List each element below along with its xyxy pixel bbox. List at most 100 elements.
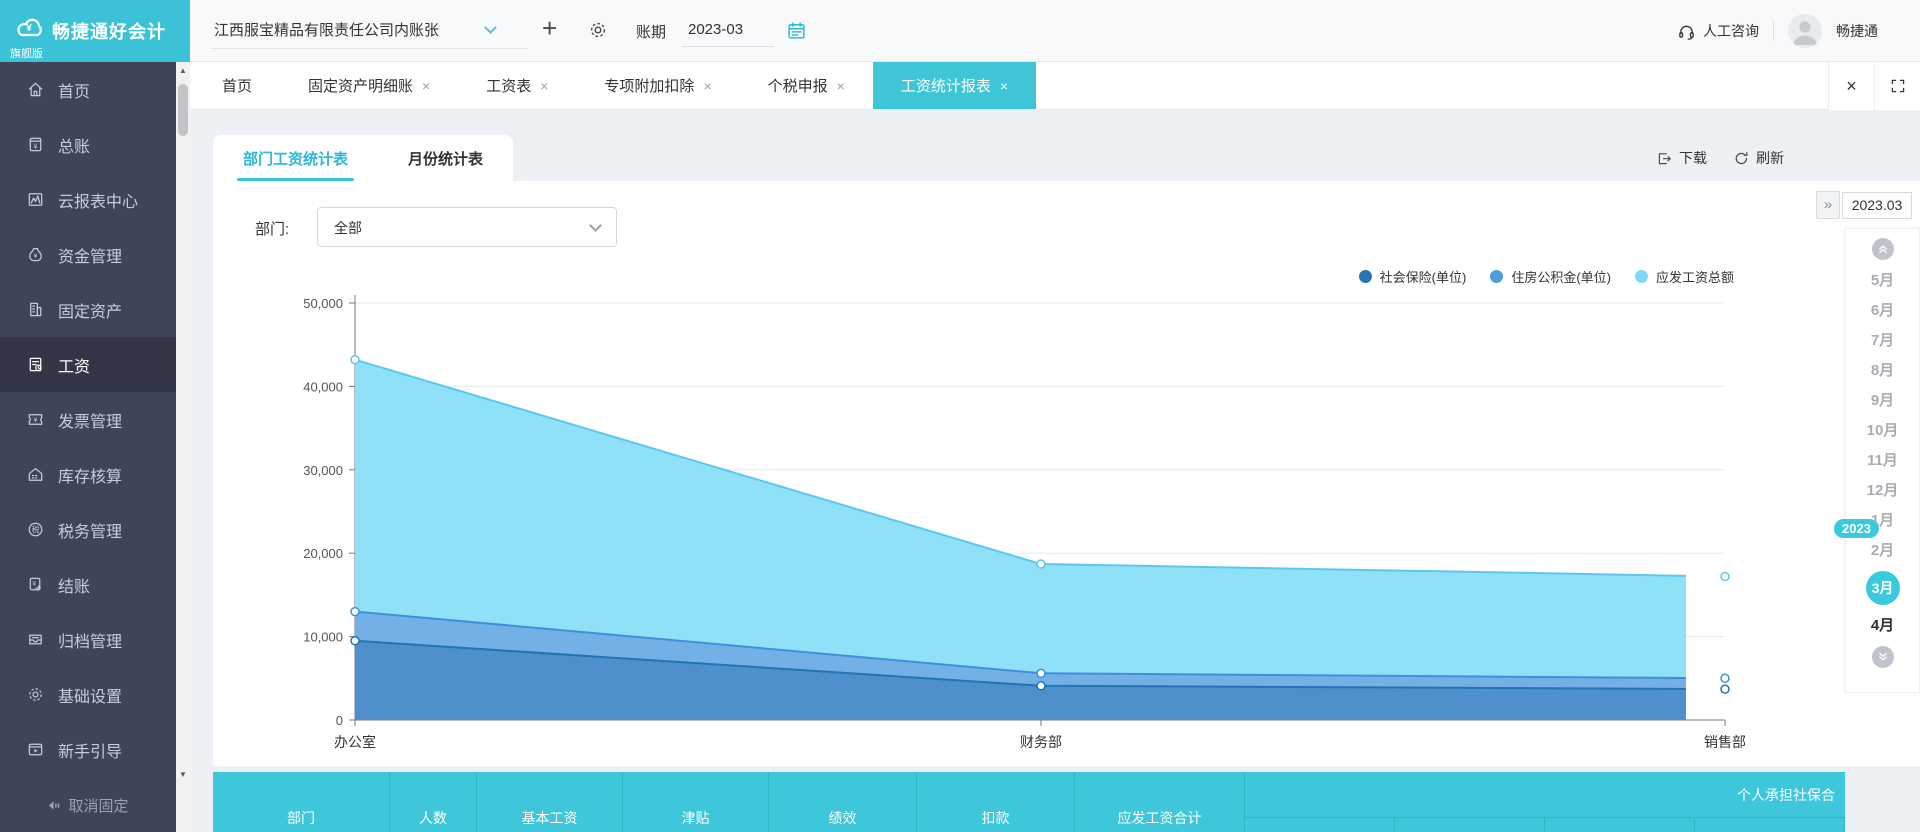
month-item-6[interactable]: 6月 xyxy=(1870,302,1895,319)
tab-bar: 首页 固定资产明细账 × 工资表 × 专项附加扣除 × 个税申报 × 工资统计报… xyxy=(190,62,1920,110)
column-header-headcount[interactable]: 人数 xyxy=(390,772,477,832)
column-header-department[interactable]: 部门 xyxy=(213,772,390,832)
svg-text:税: 税 xyxy=(32,524,40,534)
unpin-label: 取消固定 xyxy=(68,797,129,815)
sidebar-item-inventory[interactable]: 库存核算 xyxy=(0,447,176,502)
tab-salary-report[interactable]: 工资统计报表 × xyxy=(872,62,1037,109)
month-item-8[interactable]: 8月 xyxy=(1870,362,1895,379)
period-label: 账期 xyxy=(636,24,667,41)
department-filter-select[interactable]: 全部 xyxy=(317,207,617,247)
sidebar-item-funds[interactable]: ¥ 资金管理 xyxy=(0,227,176,282)
scrollbar-thumb[interactable] xyxy=(178,84,188,136)
month-item-2[interactable]: 2月 xyxy=(1870,542,1895,559)
legend-item-social-insurance[interactable]: 社会保险(单位) xyxy=(1358,267,1466,286)
tab-tax-filing[interactable]: 个税申报 × xyxy=(740,62,873,109)
month-item-3-selected[interactable]: 3月 xyxy=(1865,571,1900,605)
sidebar-item-tax[interactable]: 税 税务管理 xyxy=(0,502,176,557)
add-account-button[interactable]: + xyxy=(542,13,558,43)
period-value[interactable]: 2023-03 xyxy=(688,21,744,38)
svg-text:50,000: 50,000 xyxy=(303,296,343,311)
sidebar-scrollbar[interactable]: ▲ ▼ xyxy=(176,62,190,832)
scrollbar-down-arrow-icon[interactable]: ▼ xyxy=(179,770,187,779)
close-all-tabs-button[interactable]: × xyxy=(1828,62,1874,110)
sidebar-item-label: 库存核算 xyxy=(58,468,123,486)
scrollbar-up-arrow-icon[interactable]: ▲ xyxy=(179,66,187,75)
tab-home[interactable]: 首页 xyxy=(194,62,280,109)
sidebar-item-invoices[interactable]: ¥ 发票管理 xyxy=(0,392,176,447)
tab-label: 工资表 xyxy=(486,78,532,95)
subtab-monthly[interactable]: 月份统计表 xyxy=(378,135,513,181)
tab-salary-sheet[interactable]: 工资表 × xyxy=(458,62,576,109)
year-badge: 2023 xyxy=(1834,519,1879,538)
legend-dot xyxy=(1490,270,1504,283)
month-item-5[interactable]: 5月 xyxy=(1870,272,1895,289)
refresh-icon xyxy=(1733,150,1750,167)
department-filter-label: 部门: xyxy=(255,221,290,238)
chevron-down-icon[interactable] xyxy=(484,21,497,34)
previous-year-chevron-icon[interactable] xyxy=(1871,238,1894,260)
month-item-9[interactable]: 9月 xyxy=(1870,392,1895,409)
company-selector[interactable]: 江西服宝精品有限责任公司内账张 xyxy=(214,22,440,39)
tab-label: 工资统计报表 xyxy=(900,78,991,95)
chart-legend: 社会保险(单位) 住房公积金(单位) 应发工资总额 xyxy=(1358,267,1734,286)
sidebar-item-archive[interactable]: 归档管理 xyxy=(0,612,176,667)
close-tab-icon[interactable]: × xyxy=(999,77,1009,94)
subtab-label: 部门工资统计表 xyxy=(243,150,349,168)
avatar[interactable] xyxy=(1788,14,1822,48)
fullscreen-button[interactable] xyxy=(1874,62,1920,110)
chevron-down-icon xyxy=(589,219,602,232)
close-tab-icon[interactable]: × xyxy=(422,77,431,94)
collapse-month-panel-button[interactable]: » xyxy=(1816,191,1840,219)
download-button[interactable]: 下载 xyxy=(1656,148,1707,168)
column-header-allowance[interactable]: 津贴 xyxy=(623,772,769,832)
column-header-base-salary[interactable]: 基本工资 xyxy=(477,772,623,832)
tab-fixed-asset-ledger[interactable]: 固定资产明细账 × xyxy=(280,62,458,109)
column-header-performance[interactable]: 绩效 xyxy=(769,772,917,832)
app-title: 畅捷通好会计 xyxy=(52,22,166,42)
month-item-4[interactable]: 4月 xyxy=(1870,617,1895,634)
sidebar-item-settings[interactable]: 基础设置 xyxy=(0,667,176,722)
group-subcolumn xyxy=(1695,818,1845,832)
column-header-deduction[interactable]: 扣款 xyxy=(917,772,1075,832)
close-tab-icon[interactable]: × xyxy=(703,77,712,94)
period-underline xyxy=(682,46,774,47)
month-item-7[interactable]: 7月 xyxy=(1870,332,1895,349)
account-settings-gear-icon[interactable] xyxy=(588,20,608,40)
tab-special-deduction[interactable]: 专项附加扣除 × xyxy=(576,62,739,109)
sidebar-item-general-ledger[interactable]: ¥ 总账 xyxy=(0,117,176,172)
sidebar-item-cloud-reports[interactable]: 云报表中心 xyxy=(0,172,176,227)
refresh-button[interactable]: 刷新 xyxy=(1733,148,1784,168)
next-year-chevron-icon[interactable] xyxy=(1871,646,1894,668)
sidebar-item-closing[interactable]: ¥ 结账 xyxy=(0,557,176,612)
sidebar-item-fixed-assets[interactable]: 固定资产 xyxy=(0,282,176,337)
svg-text:¥: ¥ xyxy=(34,417,38,424)
month-item-11[interactable]: 11月 xyxy=(1867,452,1898,469)
group-header-label[interactable]: 个人承担社保合 xyxy=(1245,772,1845,818)
svg-text:财务部: 财务部 xyxy=(1020,734,1062,750)
subtab-label: 月份统计表 xyxy=(408,150,484,168)
sidebar-item-salary[interactable]: 工资 xyxy=(0,337,176,392)
subtab-department-salary[interactable]: 部门工资统计表 xyxy=(213,135,378,181)
sidebar-item-home[interactable]: 首页 xyxy=(0,62,176,117)
calendar-icon[interactable] xyxy=(786,20,807,41)
month-picker: 5月 6月 7月 8月 9月 10月 11月 12月 1月 2月 3月 4月 xyxy=(1845,228,1920,693)
column-header-gross-total[interactable]: 应发工资合计 xyxy=(1075,772,1245,832)
legend-item-gross-salary[interactable]: 应发工资总额 xyxy=(1634,267,1734,286)
table-header-row: 部门 人数 基本工资 津贴 绩效 扣款 应发工资合计 个人承担社保合 xyxy=(213,772,1845,832)
sidebar-item-guide[interactable]: 新手引导 xyxy=(0,722,176,777)
human-consult-button[interactable]: 人工咨询 xyxy=(1677,21,1759,41)
legend-item-housing-fund[interactable]: 住房公积金(单位) xyxy=(1490,267,1611,286)
sidebar-item-label: 首页 xyxy=(58,83,91,101)
close-tab-icon[interactable]: × xyxy=(540,77,549,94)
svg-text:销售部: 销售部 xyxy=(1704,734,1746,750)
sidebar-item-label: 发票管理 xyxy=(58,413,123,431)
close-tab-icon[interactable]: × xyxy=(836,77,845,94)
month-item-10[interactable]: 10月 xyxy=(1866,422,1899,439)
svg-text:¥: ¥ xyxy=(32,580,36,587)
month-item-12[interactable]: 12月 xyxy=(1866,482,1899,499)
legend-label: 住房公积金(单位) xyxy=(1511,270,1611,285)
svg-text:40,000: 40,000 xyxy=(303,379,343,394)
app-logo: ¥ 畅捷通好会计 旗舰版 xyxy=(0,0,190,62)
unpin-sidebar-button[interactable]: 取消固定 xyxy=(0,784,176,826)
username[interactable]: 畅捷通 xyxy=(1836,23,1878,39)
